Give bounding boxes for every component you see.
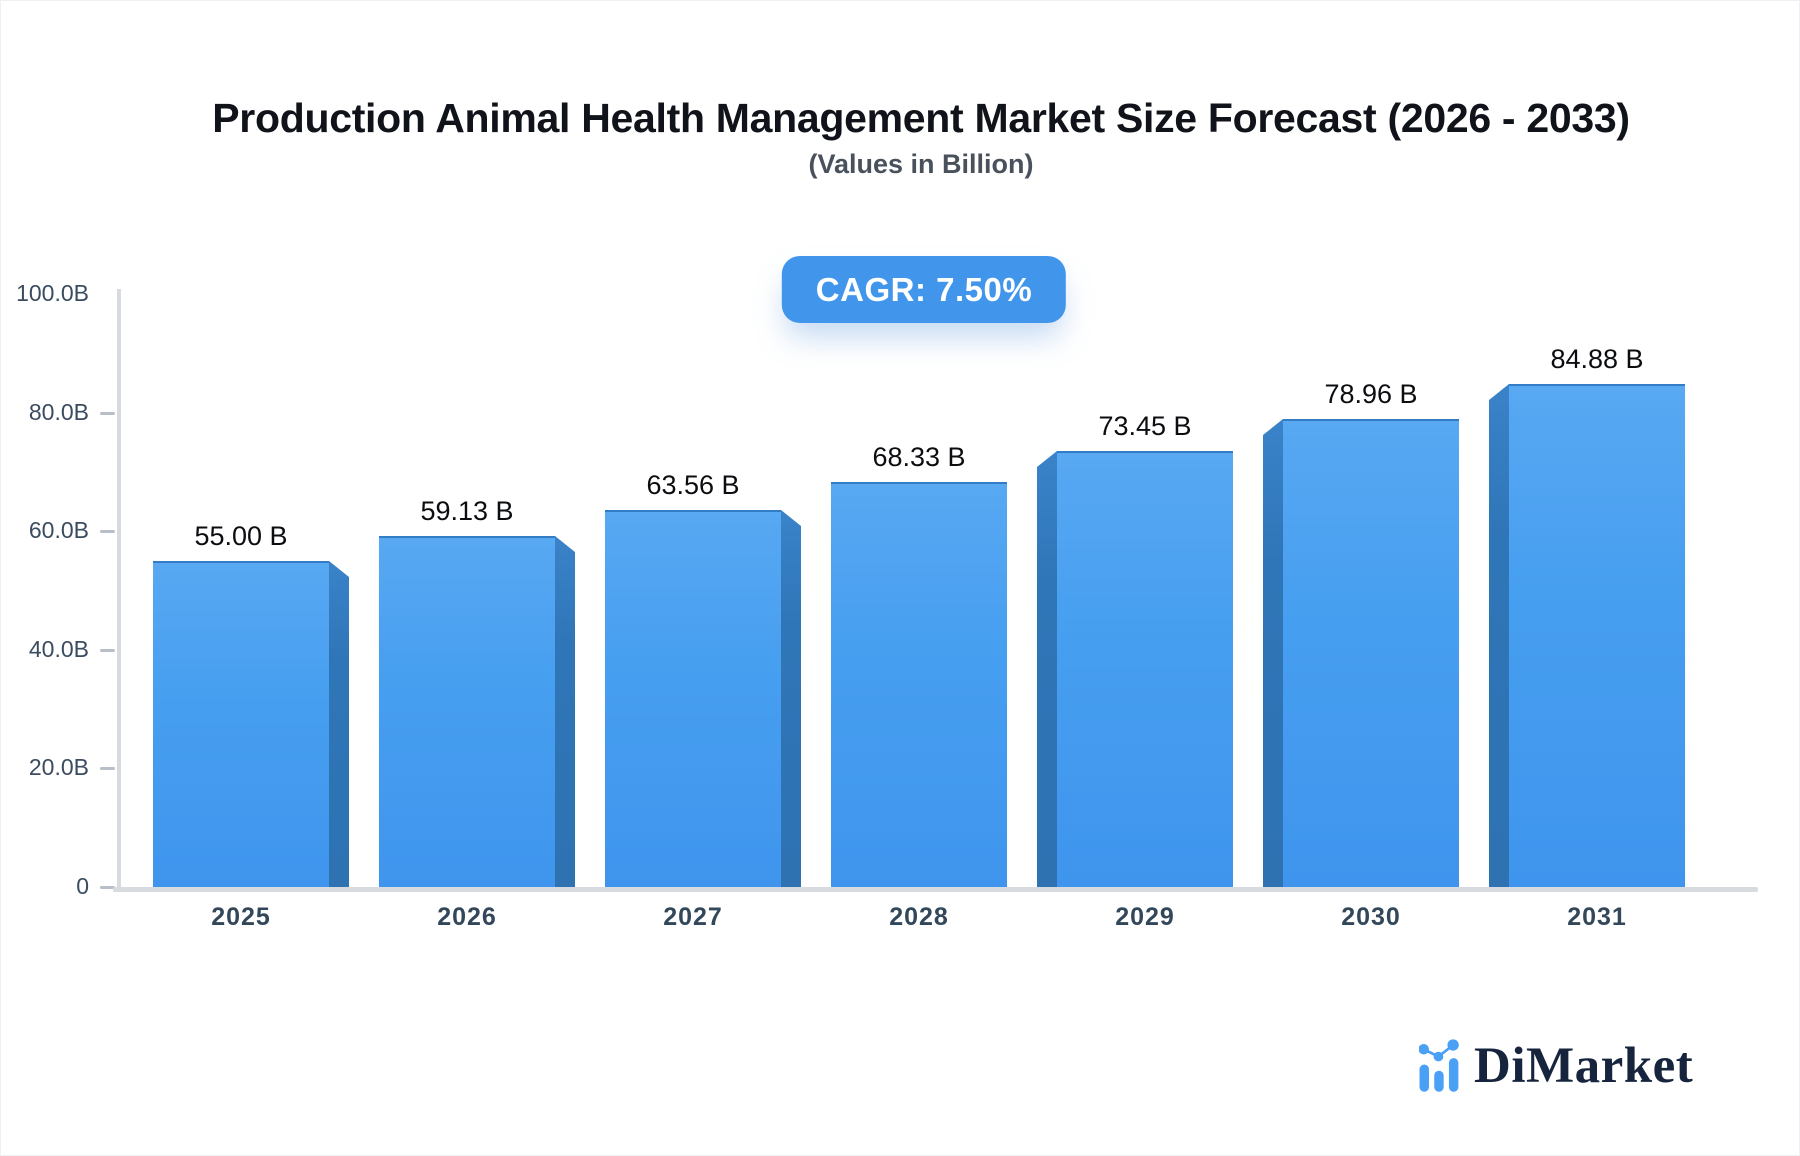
bar-value-label: 68.33 B [872, 442, 966, 472]
y-tick-mark [100, 886, 115, 889]
x-axis-label: 2029 [1115, 903, 1175, 931]
bar-2030[interactable] [1283, 419, 1459, 887]
y-tick-mark [100, 648, 115, 652]
y-tick-mark [100, 411, 115, 415]
bar-3d-side [1489, 384, 1509, 887]
x-axis-label: 2030 [1341, 903, 1401, 931]
y-tick-label: 40.0B [28, 635, 89, 662]
x-axis-label: 2025 [211, 903, 271, 931]
brand-wordmark: DiMarket [1474, 1038, 1694, 1094]
y-axis-line [117, 289, 121, 892]
bar-3d-side [781, 510, 801, 887]
bar-3d-side [1037, 451, 1057, 887]
bar-value-label: 59.13 B [420, 496, 514, 526]
y-tick-label: 80.0B [28, 398, 89, 425]
y-tick-label: 100.0B [16, 280, 89, 306]
x-axis-label: 2026 [437, 903, 497, 931]
brand-watermark: DiMarket [1419, 1039, 1693, 1092]
y-tick-mark [100, 767, 115, 771]
bar-2027[interactable] [605, 510, 781, 887]
bar-value-label: 84.88 B [1550, 344, 1644, 374]
bar-value-label: 55.00 B [194, 521, 288, 551]
bar-3d-side [329, 561, 349, 887]
chart-subtitle: (Values in Billion) [808, 149, 1034, 179]
bar-value-label: 73.45 B [1098, 411, 1192, 441]
bar-2026[interactable] [379, 536, 555, 887]
cagr-badge: CAGR: 7.50% [781, 256, 1067, 323]
y-tick-label: 60.0B [28, 517, 89, 544]
bar-2029[interactable] [1057, 451, 1233, 887]
bar-3d-side [555, 536, 575, 887]
chart-title: Production Animal Health Management Mark… [212, 95, 1630, 141]
y-tick-label: 0 [76, 873, 89, 899]
bar-3d-side [1263, 419, 1283, 887]
x-axis-label: 2027 [663, 903, 723, 931]
y-tick-mark [100, 530, 115, 534]
bar-value-label: 63.56 B [646, 470, 740, 500]
cagr-badge-label: CAGR: 7.50% [815, 270, 1033, 308]
y-tick-label: 20.0B [28, 754, 89, 781]
x-axis-baseline [113, 887, 1758, 892]
bar-value-label: 78.96 B [1324, 379, 1418, 409]
bar-2028[interactable] [831, 482, 1007, 887]
x-axis-label: 2031 [1567, 903, 1627, 931]
x-axis-label: 2028 [889, 903, 949, 931]
mini-bar-line-chart-icon [1419, 1039, 1459, 1092]
bar-2025[interactable] [153, 561, 329, 887]
bar-2031[interactable] [1509, 384, 1685, 887]
